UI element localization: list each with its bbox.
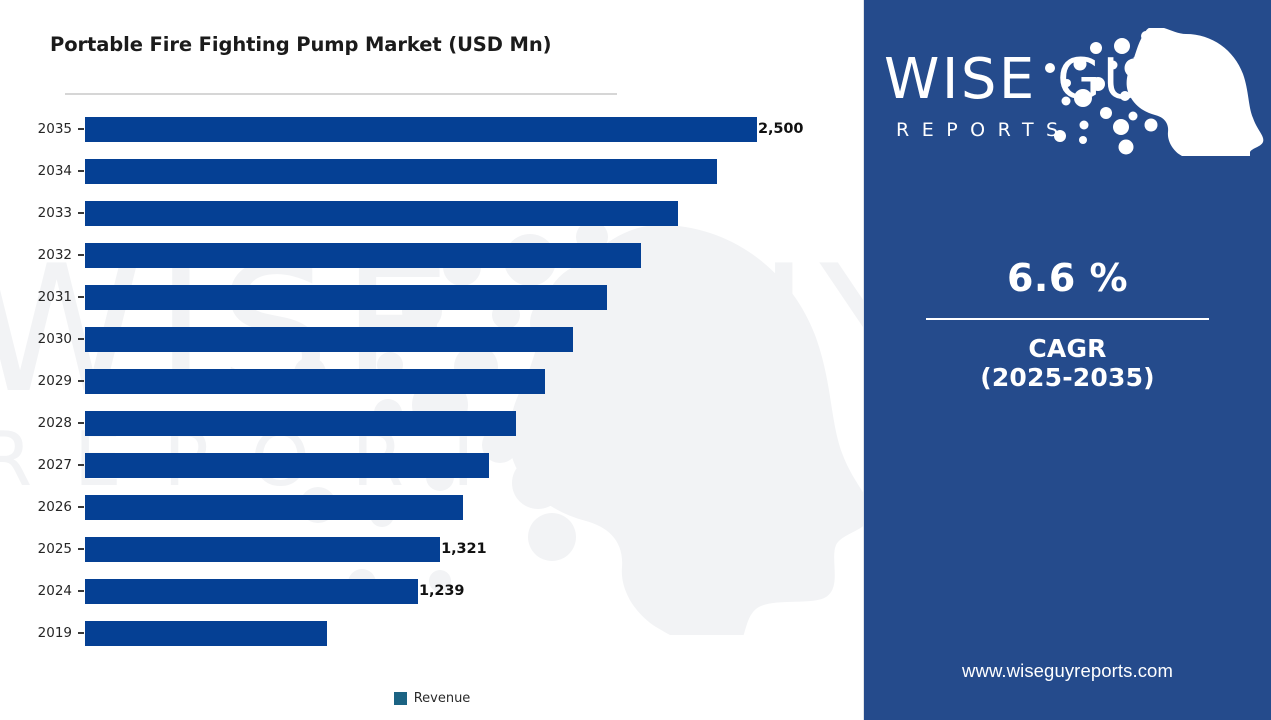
bar-revenue (85, 368, 545, 394)
bar-revenue (85, 620, 327, 646)
wiseguy-logo: WISE GUY REPORTS (864, 26, 1271, 157)
axis-label-year: 2032 (37, 247, 72, 263)
chart-row: 2031 (0, 276, 863, 318)
chart-row: 2025 1,321 (0, 528, 863, 570)
axis-tick-mark (78, 632, 84, 634)
axis-tick-mark (78, 170, 84, 172)
bar-revenue (85, 158, 717, 184)
axis-tick-mark (78, 338, 84, 340)
bar-revenue (85, 494, 463, 520)
chart-row: 2027 (0, 444, 863, 486)
axis-tick-mark (78, 128, 84, 130)
axis-label-year: 2031 (37, 289, 72, 305)
axis-tick-mark (78, 380, 84, 382)
bar-revenue (85, 242, 641, 268)
axis-label-year: 2033 (37, 205, 72, 221)
axis-label-year: 2028 (37, 415, 72, 431)
bar-revenue (85, 200, 678, 226)
svg-text:REPORTS: REPORTS (896, 119, 1071, 141)
bar-value-label: 1,321 (441, 541, 487, 557)
cagr-label-line1: CAGR (1028, 333, 1107, 363)
axis-tick-mark (78, 422, 84, 424)
bar-revenue (85, 326, 573, 352)
axis-label-year: 2029 (37, 373, 72, 389)
axis-tick-mark (78, 212, 84, 214)
brand-panel: WISE GUY REPORTS (864, 0, 1271, 720)
plot-area: 2035 2,500 2034 2033 2032 2031 2030 2029 2028 202… (0, 108, 863, 668)
axis-label-year: 2034 (37, 163, 72, 179)
axis-label-year: 2030 (37, 331, 72, 347)
chart-row: 2019 (0, 612, 863, 654)
chart-row: 2029 (0, 360, 863, 402)
axis-tick-mark (78, 548, 84, 550)
cagr-block: 6.6 % CAGR (2025-2035) (864, 256, 1271, 393)
axis-tick-mark (78, 296, 84, 298)
chart-row: 2033 (0, 192, 863, 234)
legend-swatch-revenue (393, 692, 407, 705)
axis-label-year: 2024 (37, 583, 72, 599)
bar-revenue (85, 284, 607, 310)
chart-legend: Revenue (0, 691, 863, 706)
title-divider (65, 93, 617, 95)
axis-tick-mark (78, 254, 84, 256)
bar-revenue (85, 452, 489, 478)
chart-panel: WISE GUY REPORTS (0, 0, 864, 720)
chart-row: 2032 (0, 234, 863, 276)
axis-label-year: 2027 (37, 457, 72, 473)
cagr-value: 6.6 % (1006, 256, 1129, 300)
bar-revenue (85, 578, 419, 604)
bar-value-label: 2,500 (758, 121, 804, 137)
bar-revenue (85, 116, 757, 142)
axis-tick-mark (78, 590, 84, 592)
cagr-divider (926, 317, 1209, 320)
chart-row: 2028 (0, 402, 863, 444)
axis-label-year: 2026 (37, 499, 72, 515)
chart-row: 2035 2,500 (0, 108, 863, 150)
axis-label-year: 2025 (37, 541, 72, 557)
chart-row: 2030 (0, 318, 863, 360)
axis-tick-mark (78, 464, 84, 466)
axis-label-year: 2019 (37, 625, 72, 641)
cagr-label-line2: (2025-2035) (980, 363, 1155, 393)
axis-label-year: 2035 (37, 121, 72, 137)
chart-title: Portable Fire Fighting Pump Market (USD … (50, 33, 552, 56)
chart-row: 2026 (0, 486, 863, 528)
axis-tick-mark (78, 506, 84, 508)
bar-value-label: 1,239 (419, 583, 465, 599)
bar-revenue (85, 410, 517, 436)
chart-row: 2034 (0, 150, 863, 192)
bar-revenue (85, 536, 441, 562)
chart-row: 2024 1,239 (0, 570, 863, 612)
legend-label-revenue: Revenue (413, 691, 471, 706)
website-url[interactable]: www.wiseguyreports.com (962, 660, 1173, 681)
